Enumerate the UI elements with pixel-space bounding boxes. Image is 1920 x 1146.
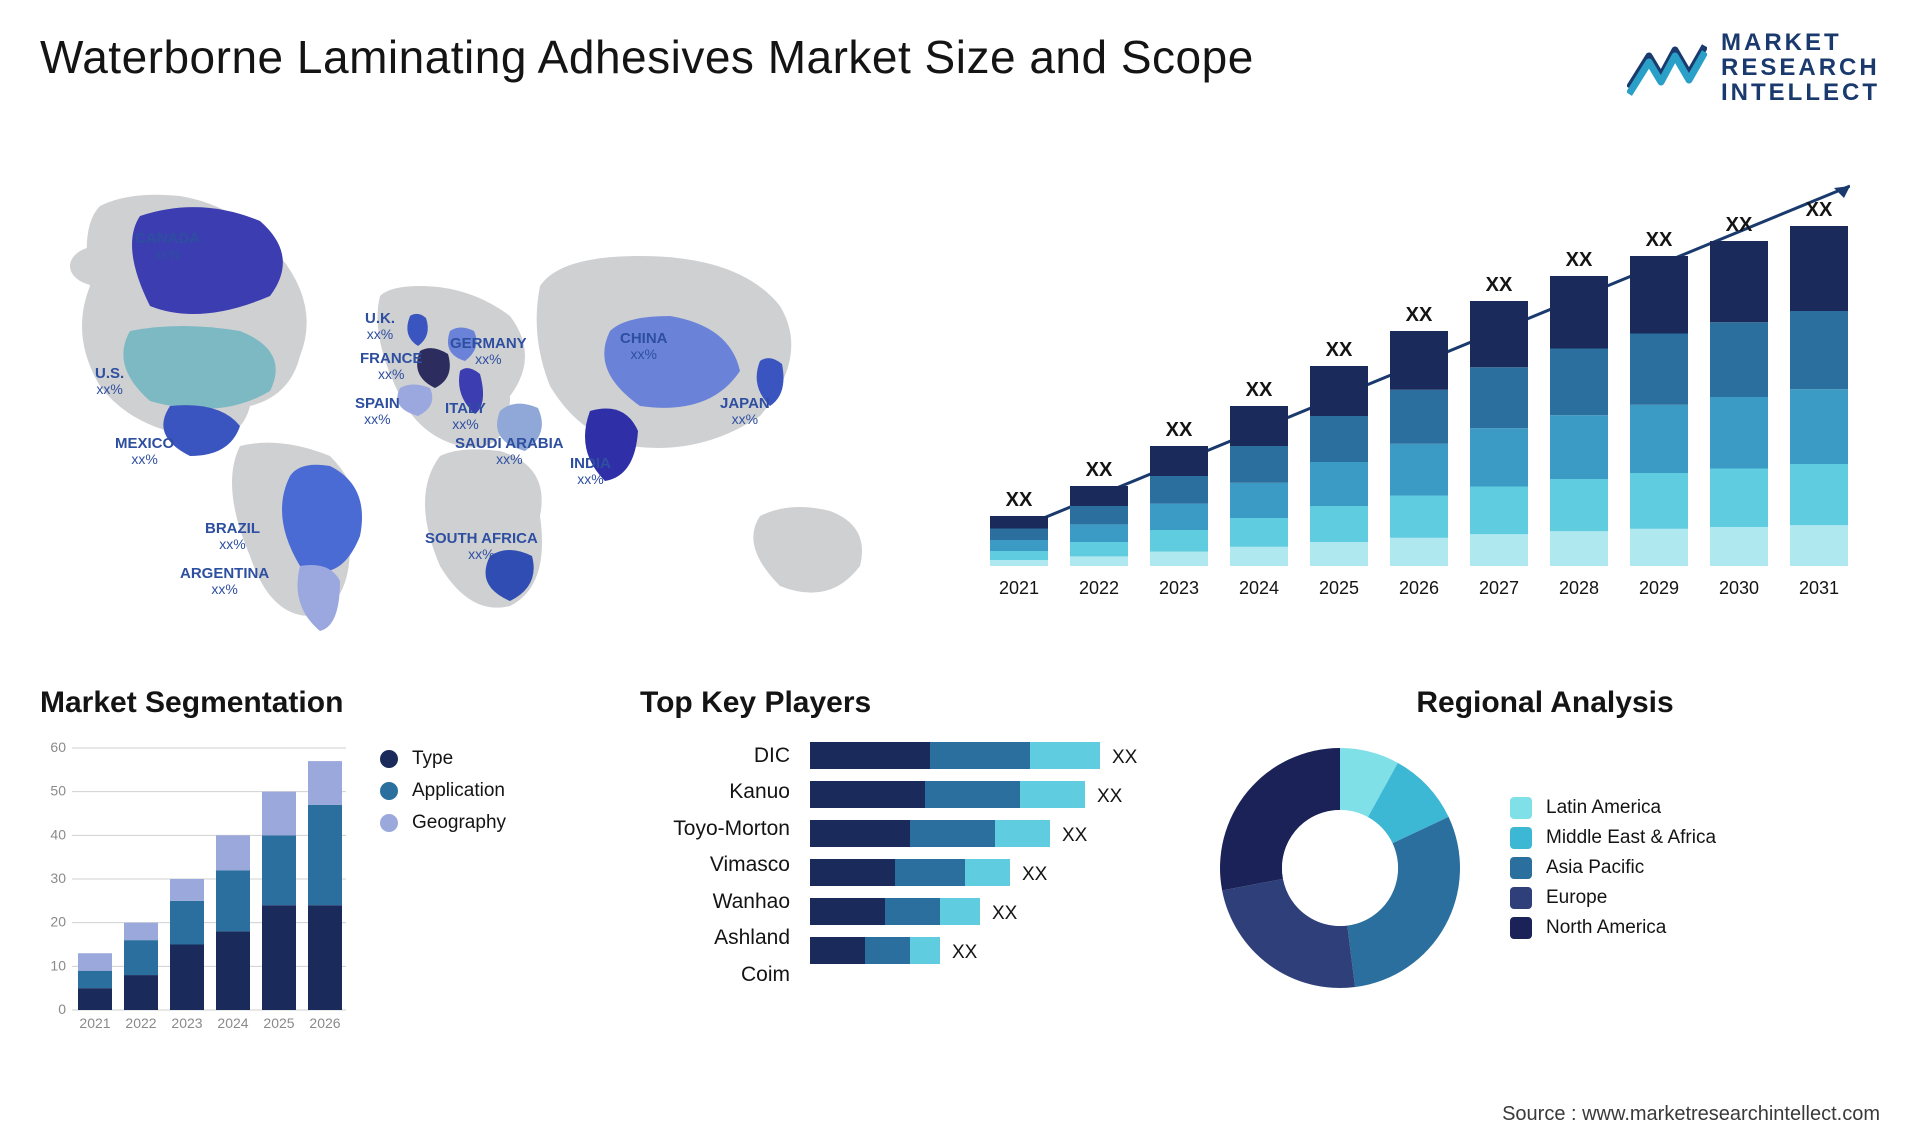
segmentation-chart-svg: 0 10 20 30 40 50 60 2021 2022 2023 2024 2025 2026: [40, 738, 350, 1038]
map-label-spain: SPAINxx%: [355, 396, 400, 428]
key-player-name: Kanuo: [640, 774, 790, 811]
svg-text:2026: 2026: [309, 1015, 340, 1031]
map-label-brazil: BRAZILxx%: [205, 521, 260, 553]
svg-text:30: 30: [50, 870, 66, 886]
svg-text:XX: XX: [1726, 214, 1753, 236]
svg-text:XX: XX: [1166, 419, 1193, 441]
svg-text:XX: XX: [1566, 249, 1593, 271]
svg-text:2025: 2025: [1319, 578, 1359, 598]
key-player-name: DIC: [640, 738, 790, 775]
forecast-chart: XX 2021 XX 2022 XX 2023 XX 2024 XX 2025 XX 2026 XX 20…: [950, 136, 1880, 646]
svg-text:2023: 2023: [171, 1015, 202, 1031]
regional-legend-item: Middle East & Africa: [1510, 827, 1716, 849]
regional-legend-item: Latin America: [1510, 797, 1716, 819]
segmentation-legend: Type Application Geography: [380, 738, 506, 1038]
svg-text:2021: 2021: [79, 1015, 110, 1031]
map-label-japan: JAPANxx%: [720, 396, 770, 428]
logo-line2: RESEARCH: [1721, 55, 1880, 80]
key-players-title: Top Key Players: [640, 686, 1180, 720]
key-player-name: Ashland: [640, 920, 790, 957]
map-label-southafrica: SOUTH AFRICAxx%: [425, 531, 538, 563]
svg-text:XX: XX: [1406, 304, 1433, 326]
svg-text:10: 10: [50, 957, 66, 973]
logo-line3: INTELLECT: [1721, 80, 1880, 105]
key-player-name: Wanhao: [640, 884, 790, 921]
regional-panel: Regional Analysis Latin America Middle Ea…: [1210, 686, 1880, 1038]
logo-line1: MARKET: [1721, 30, 1880, 55]
segmentation-title: Market Segmentation: [40, 686, 610, 720]
map-label-china: CHINAxx%: [620, 331, 668, 363]
svg-text:2031: 2031: [1799, 578, 1839, 598]
regional-legend: Latin America Middle East & Africa Asia Pa…: [1510, 789, 1716, 947]
key-player-name: Toyo-Morton: [640, 811, 790, 848]
regional-legend-item: North America: [1510, 917, 1716, 939]
map-label-uk: U.K.xx%: [365, 311, 395, 343]
map-label-france: FRANCExx%: [360, 351, 423, 383]
svg-text:50: 50: [50, 782, 66, 798]
segmentation-legend-item: Application: [380, 780, 506, 802]
page-title: Waterborne Laminating Adhesives Market S…: [40, 30, 1254, 84]
map-label-canada: CANADAxx%: [135, 231, 200, 263]
svg-text:2022: 2022: [1079, 578, 1119, 598]
svg-text:XX: XX: [1062, 825, 1088, 846]
key-players-names: DICKanuoToyo-MortonVimascoWanhaoAshlandC…: [640, 738, 790, 994]
svg-text:60: 60: [50, 739, 66, 755]
segmentation-legend-item: Geography: [380, 812, 506, 834]
svg-text:2024: 2024: [1239, 578, 1279, 598]
svg-text:2028: 2028: [1559, 578, 1599, 598]
svg-text:XX: XX: [1086, 459, 1113, 481]
regional-legend-item: Europe: [1510, 887, 1716, 909]
svg-text:2027: 2027: [1479, 578, 1519, 598]
svg-text:XX: XX: [1486, 274, 1513, 296]
key-players-panel: Top Key Players DICKanuoToyo-MortonVimas…: [640, 686, 1180, 1038]
svg-text:2026: 2026: [1399, 578, 1439, 598]
logo-swoosh-icon: [1627, 38, 1707, 98]
svg-text:2029: 2029: [1639, 578, 1679, 598]
source-attribution: Source : www.marketresearchintellect.com: [1502, 1103, 1880, 1126]
svg-text:XX: XX: [1022, 864, 1048, 885]
svg-text:XX: XX: [1646, 229, 1673, 251]
segmentation-panel: Market Segmentation 0 10 20 30 40 50 60 2021 202…: [40, 686, 610, 1038]
svg-text:2030: 2030: [1719, 578, 1759, 598]
svg-text:XX: XX: [1097, 786, 1123, 807]
svg-text:20: 20: [50, 913, 66, 929]
svg-text:XX: XX: [952, 942, 978, 963]
map-label-italy: ITALYxx%: [445, 401, 486, 433]
svg-text:2021: 2021: [999, 578, 1039, 598]
map-label-argentina: ARGENTINAxx%: [180, 566, 269, 598]
forecast-chart-svg: XX 2021 XX 2022 XX 2023 XX 2024 XX 2025 XX 2026 XX 20…: [950, 136, 1850, 616]
svg-text:XX: XX: [1112, 747, 1138, 768]
svg-text:XX: XX: [1806, 199, 1833, 221]
key-player-name: Coim: [640, 957, 790, 994]
svg-text:0: 0: [58, 1001, 66, 1017]
svg-text:XX: XX: [1246, 379, 1273, 401]
world-map: CANADAxx% U.S.xx% MEXICOxx% BRAZILxx% ARGENT…: [40, 136, 910, 646]
svg-text:2023: 2023: [1159, 578, 1199, 598]
map-label-india: INDIAxx%: [570, 456, 611, 488]
key-player-name: Vimasco: [640, 847, 790, 884]
map-label-mexico: MEXICOxx%: [115, 436, 174, 468]
key-players-chart-svg: XXXXXXXXXXXX: [810, 738, 1170, 993]
regional-title: Regional Analysis: [1210, 686, 1880, 720]
svg-text:XX: XX: [1006, 489, 1033, 511]
svg-text:XX: XX: [1326, 339, 1353, 361]
svg-text:2022: 2022: [125, 1015, 156, 1031]
regional-legend-item: Asia Pacific: [1510, 857, 1716, 879]
svg-text:2025: 2025: [263, 1015, 294, 1031]
svg-text:40: 40: [50, 826, 66, 842]
brand-logo: MARKET RESEARCH INTELLECT: [1627, 30, 1880, 106]
map-label-germany: GERMANYxx%: [450, 336, 527, 368]
map-label-us: U.S.xx%: [95, 366, 124, 398]
world-map-svg: [40, 136, 910, 646]
svg-text:2024: 2024: [217, 1015, 248, 1031]
svg-text:XX: XX: [992, 903, 1018, 924]
regional-donut-svg: [1210, 738, 1470, 998]
map-label-saudi: SAUDI ARABIAxx%: [455, 436, 564, 468]
segmentation-legend-item: Type: [380, 748, 506, 770]
